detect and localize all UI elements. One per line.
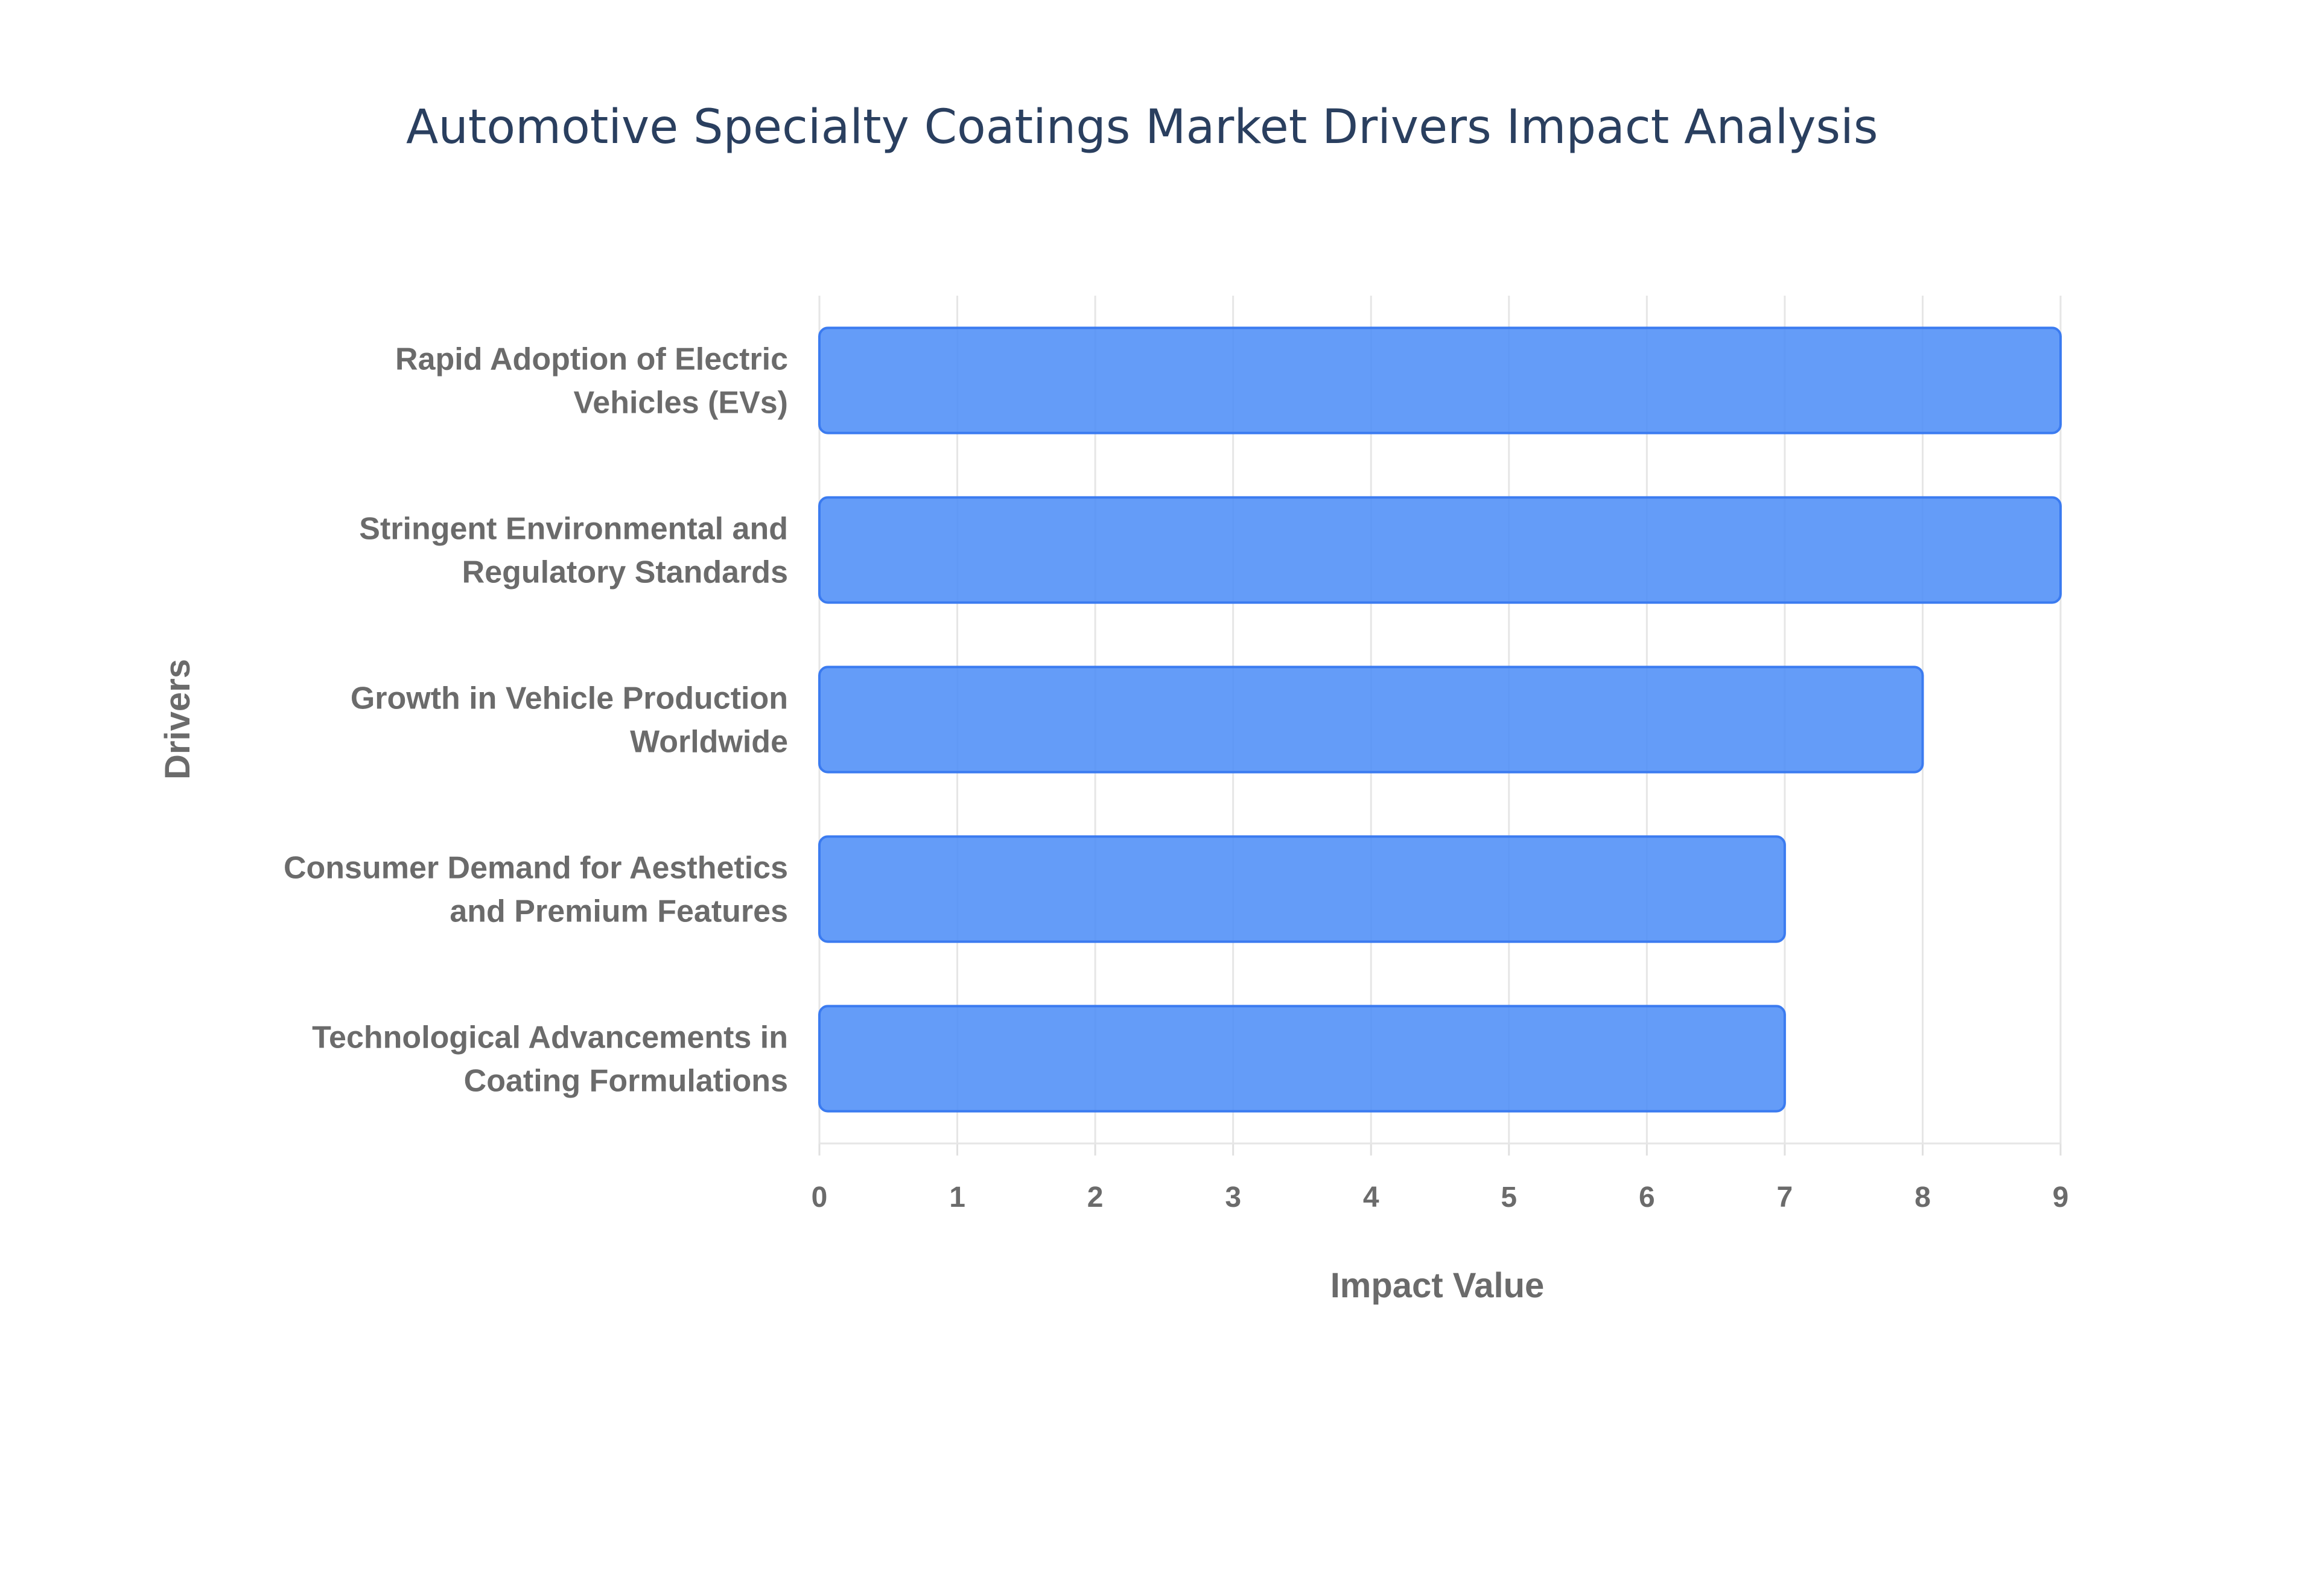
- bar-2: [818, 496, 2062, 604]
- category-label-line: Regulatory Standards: [462, 555, 788, 590]
- x-tick-label-5: 5: [1501, 1181, 1517, 1213]
- category-label-line: Vehicles (EVs): [573, 386, 788, 421]
- bar-4: [818, 835, 1786, 943]
- x-tick-label-4: 4: [1363, 1181, 1379, 1213]
- x-axis-title: Impact Value: [1330, 1266, 1545, 1305]
- category-label-4: Consumer Demand for Aesthetics and Premiu…: [284, 851, 788, 929]
- category-label-line: Growth in Vehicle Production: [351, 681, 788, 716]
- x-tick-label-8: 8: [1915, 1181, 1931, 1213]
- bars: [818, 326, 2062, 1113]
- x-tick-label-7: 7: [1777, 1181, 1793, 1213]
- x-tick-label-3: 3: [1225, 1181, 1241, 1213]
- category-label-line: Technological Advancements in: [312, 1020, 788, 1055]
- category-label-line: and Premium Features: [450, 894, 788, 929]
- category-label-line: Worldwide: [630, 725, 788, 760]
- category-label-line: Consumer Demand for Aesthetics: [284, 851, 788, 886]
- category-label-1: Rapid Adoption of Electric Vehicles (EVs): [395, 342, 788, 421]
- x-tick-label-9: 9: [2053, 1181, 2069, 1213]
- category-label-line: Coating Formulations: [464, 1064, 788, 1099]
- bar-1: [818, 326, 2062, 434]
- chart-title: Automotive Specialty Coatings Market Dri…: [406, 100, 1878, 154]
- bar-5: [818, 1005, 1786, 1113]
- x-tick-label-0: 0: [812, 1181, 828, 1213]
- x-tick-labels: 0 1 2 3 4 5 6 7 8 9: [812, 1181, 2069, 1213]
- category-label-3: Growth in Vehicle Production Worldwide: [351, 681, 788, 760]
- x-tick-label-6: 6: [1639, 1181, 1655, 1213]
- category-label-2: Stringent Environmental and Regulatory St…: [359, 512, 788, 590]
- category-label-5: Technological Advancements in Coating For…: [312, 1020, 788, 1099]
- bar-3: [818, 666, 1924, 774]
- x-tick-label-1: 1: [949, 1181, 965, 1213]
- y-axis-title: Drivers: [158, 659, 197, 780]
- category-label-line: Rapid Adoption of Electric: [395, 342, 788, 377]
- category-labels: Rapid Adoption of Electric Vehicles (EVs)…: [284, 342, 788, 1099]
- category-label-line: Stringent Environmental and: [359, 512, 788, 547]
- x-tick-label-2: 2: [1087, 1181, 1104, 1213]
